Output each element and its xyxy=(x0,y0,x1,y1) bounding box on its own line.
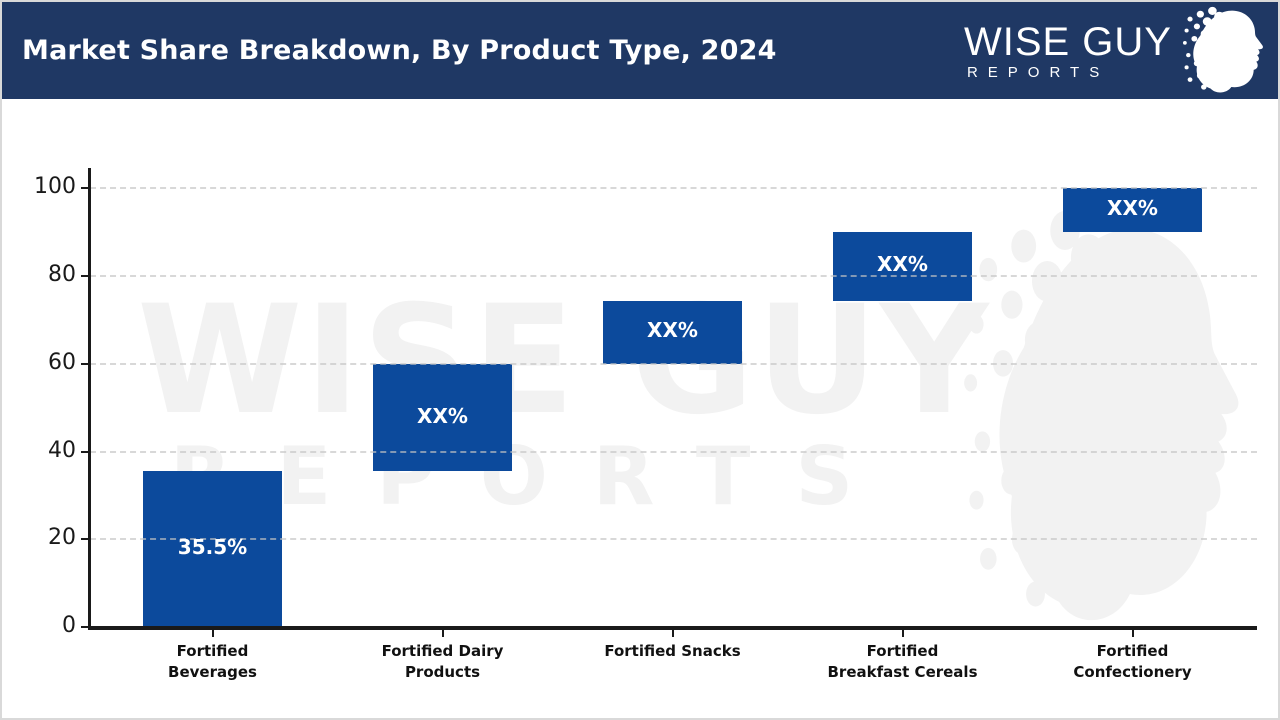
y-tick-label-0: 0 xyxy=(62,613,76,638)
bar-value-label-3: XX% xyxy=(877,252,928,277)
y-tick-100 xyxy=(81,187,90,190)
x-tick-3 xyxy=(901,629,904,637)
x-category-label-line: Fortified Snacks xyxy=(604,642,741,660)
y-tick-label-100: 100 xyxy=(34,174,76,200)
y-tick-40 xyxy=(81,450,90,453)
x-category-label-line: Products xyxy=(404,663,481,681)
bar-3 xyxy=(833,232,972,301)
wiseguy-logo: WISE GUY REPORTS xyxy=(964,6,1264,96)
x-category-label-1: Fortified Dairy Products xyxy=(328,641,558,683)
gridline-40 xyxy=(90,450,1257,453)
x-tick-2 xyxy=(671,629,674,637)
bar-value-label-2: XX% xyxy=(647,318,698,343)
logo-wordmark: WISE GUY xyxy=(963,19,1172,64)
y-tick-label-80: 80 xyxy=(48,262,76,288)
bar-2 xyxy=(603,300,742,364)
page-title: Market Share Breakdown, By Product Type,… xyxy=(22,35,777,66)
x-category-label-line: Fortified xyxy=(176,642,249,660)
x-category-label-0: Fortified Beverages xyxy=(98,641,328,683)
y-tick-label-60: 60 xyxy=(48,349,76,375)
x-category-label-4: Fortified Confectionery xyxy=(1018,641,1248,683)
bar-0 xyxy=(143,471,282,627)
y-tick-20 xyxy=(81,538,90,541)
y-tick-label-20: 20 xyxy=(48,525,76,551)
gridline-20 xyxy=(90,538,1257,541)
logo-subtext: REPORTS xyxy=(966,63,1110,81)
x-category-label-line: Fortified xyxy=(1096,642,1169,660)
x-category-label-line: Beverages xyxy=(168,663,257,681)
logo-head-icon xyxy=(1178,6,1264,96)
x-tick-1 xyxy=(441,629,444,637)
y-tick-80 xyxy=(81,275,90,278)
gridline-100 xyxy=(90,187,1257,190)
y-tick-label-40: 40 xyxy=(48,437,76,463)
x-axis-line xyxy=(88,626,1257,630)
y-tick-0 xyxy=(81,626,90,628)
gridline-80 xyxy=(90,275,1257,278)
logo-text: WISE GUY REPORTS xyxy=(964,22,1172,80)
x-category-label-line: Confectionery xyxy=(1073,663,1192,681)
gridline-60 xyxy=(90,362,1257,365)
bar-value-label-0: 35.5% xyxy=(177,535,248,560)
x-category-label-2: Fortified Snacks xyxy=(558,641,788,662)
x-category-label-3: Fortified Breakfast Cereals xyxy=(788,641,1018,683)
bar-1 xyxy=(373,363,512,472)
y-tick-60 xyxy=(81,362,90,365)
x-category-label-line: Breakfast Cereals xyxy=(827,663,978,681)
x-category-label-line: Fortified Dairy xyxy=(381,642,504,660)
x-tick-0 xyxy=(211,629,214,637)
bar-4 xyxy=(1063,188,1202,233)
watermark-wordmark: WISE GUY xyxy=(137,274,991,448)
y-axis-line xyxy=(88,168,91,630)
bar-value-label-1: XX% xyxy=(417,403,468,428)
header-bar: Market Share Breakdown, By Product Type,… xyxy=(2,2,1278,99)
watermark-head-icon xyxy=(947,207,1242,641)
x-category-label-line: Fortified xyxy=(866,642,939,660)
bar-value-label-4: XX% xyxy=(1107,196,1158,221)
x-tick-4 xyxy=(1131,629,1134,637)
